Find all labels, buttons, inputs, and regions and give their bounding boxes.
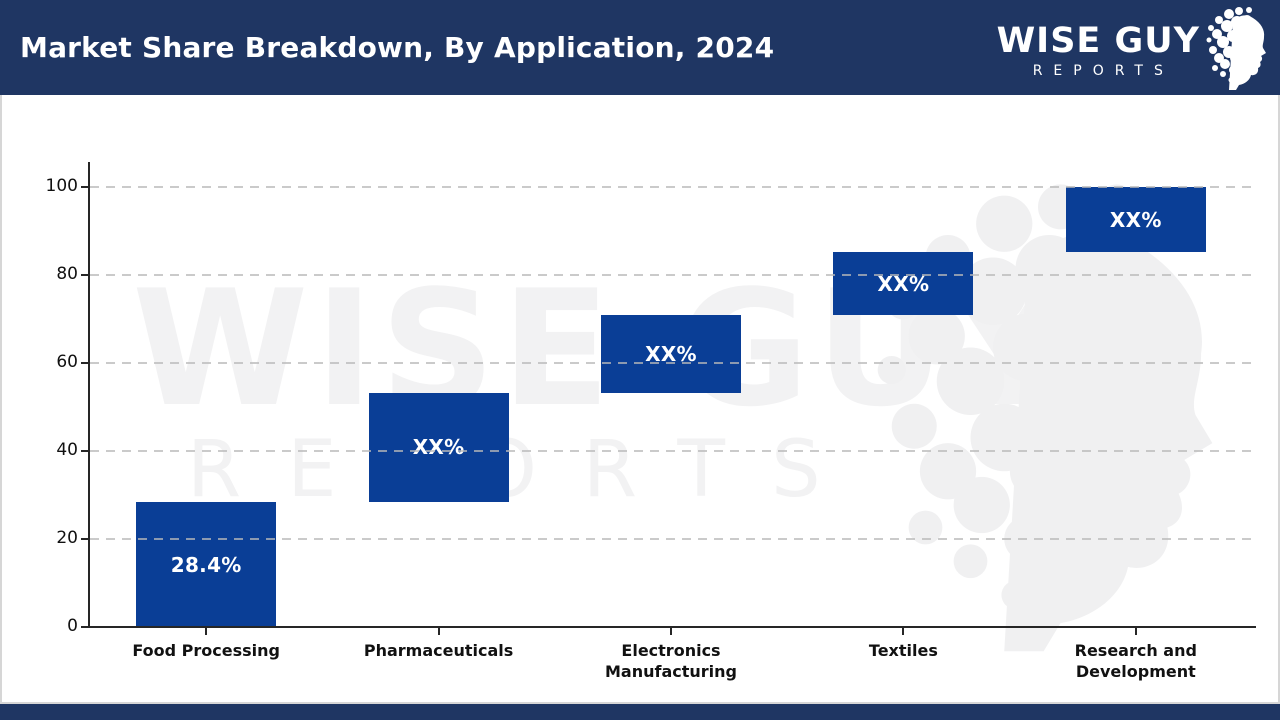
category-label: Research and Development: [1074, 641, 1197, 681]
y-tick-mark: [81, 626, 89, 628]
x-tick-mark: [437, 628, 440, 635]
bar: XX%: [833, 252, 974, 316]
y-tick-label: 20: [56, 528, 78, 548]
x-tick-mark: [902, 628, 905, 635]
y-tick-mark: [81, 186, 89, 188]
y-tick-label: 0: [67, 616, 78, 636]
x-tick-mark: [1134, 628, 1137, 635]
y-axis: [88, 162, 90, 628]
gridline: [90, 274, 1252, 276]
bar-value-label: XX%: [1109, 207, 1162, 232]
gridline: [90, 186, 1252, 188]
bar-value-label: 28.4%: [170, 552, 242, 577]
footer-bar: [0, 704, 1280, 720]
y-tick-mark: [81, 274, 89, 276]
y-tick-label: 60: [56, 352, 78, 372]
category-label: Food Processing: [132, 641, 280, 660]
bar-value-label: XX%: [412, 435, 465, 460]
category-label: Pharmaceuticals: [363, 641, 514, 660]
y-tick-mark: [81, 450, 89, 452]
gridline: [90, 362, 1252, 364]
gridline: [90, 538, 1252, 540]
x-axis: [88, 626, 1256, 628]
y-tick-mark: [81, 362, 89, 364]
wiseguy-logo: WISE GUY REPORTS: [997, 6, 1268, 94]
category-label: Textiles: [868, 641, 938, 660]
bar: XX%: [601, 315, 741, 393]
y-tick-mark: [81, 538, 89, 540]
head-profile-icon: [1202, 6, 1268, 94]
page-title: Market Share Breakdown, By Application, …: [20, 31, 775, 64]
logo-text: WISE GUY REPORTS: [997, 21, 1200, 79]
bar: 28.4%: [136, 502, 277, 627]
bar: XX%: [368, 392, 509, 503]
logo-reports-label: REPORTS: [1032, 63, 1174, 79]
y-tick-label: 40: [56, 440, 78, 460]
header-bar: Market Share Breakdown, By Application, …: [0, 0, 1280, 95]
category-label: Electronics Manufacturing: [605, 641, 737, 681]
y-tick-label: 100: [45, 176, 78, 196]
bar-value-label: XX%: [645, 341, 697, 366]
bar: XX%: [1065, 187, 1206, 253]
x-tick-mark: [205, 628, 208, 635]
y-tick-label: 80: [56, 264, 78, 284]
logo-wiseguy-label: WISE GUY: [996, 21, 1200, 61]
x-tick-mark: [670, 628, 672, 635]
watermark-reports-text: REPORTS: [187, 425, 867, 515]
gridline: [90, 450, 1252, 452]
